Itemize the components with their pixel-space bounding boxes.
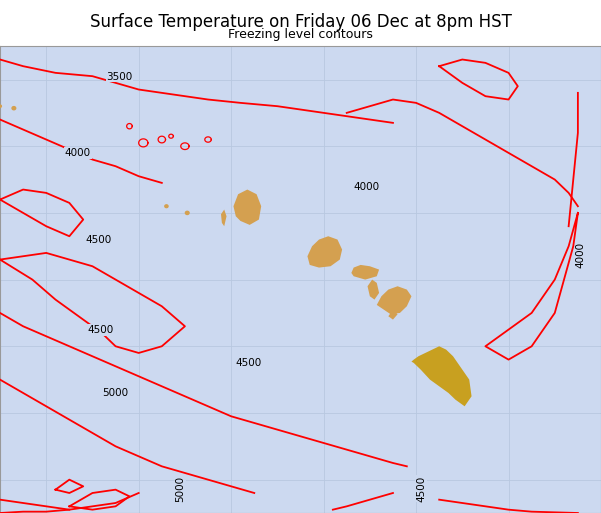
Text: 4500: 4500 [88,325,114,335]
Text: Freezing level contours: Freezing level contours [228,28,373,41]
Polygon shape [221,210,227,226]
Text: 4500: 4500 [416,476,426,502]
Polygon shape [352,265,379,280]
Polygon shape [233,190,261,225]
Text: 5000: 5000 [102,388,128,398]
Text: 4500: 4500 [236,358,262,368]
Text: Surface Temperature on Friday 06 Dec at 8pm HST: Surface Temperature on Friday 06 Dec at … [90,13,511,31]
Polygon shape [412,346,472,406]
Polygon shape [0,105,1,107]
Text: 5000: 5000 [175,476,186,502]
Polygon shape [377,286,412,314]
Polygon shape [12,107,16,110]
Polygon shape [165,205,168,208]
Polygon shape [186,211,189,214]
Text: 4000: 4000 [65,148,91,158]
Text: 4500: 4500 [85,235,112,245]
Text: 4000: 4000 [576,242,585,268]
Polygon shape [368,280,379,300]
Text: 3500: 3500 [106,71,133,82]
Text: 4000: 4000 [353,182,380,191]
Polygon shape [388,310,398,320]
Polygon shape [308,236,342,268]
